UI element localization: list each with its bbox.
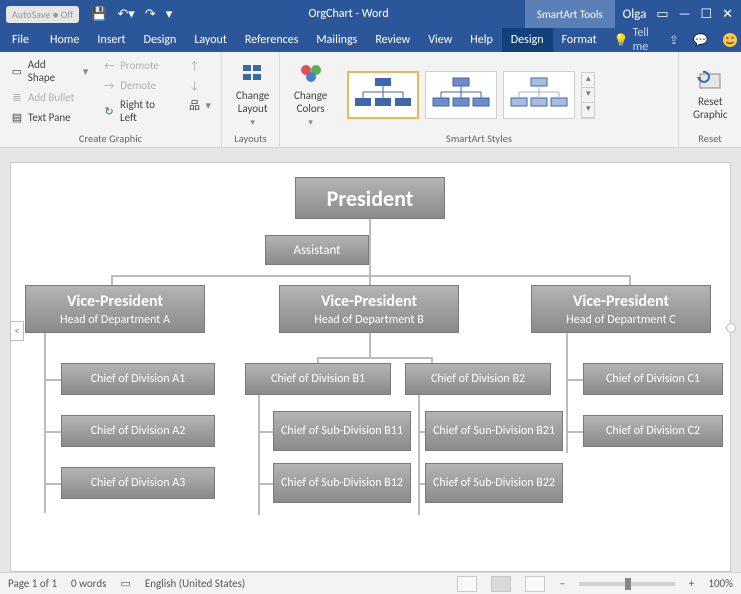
group-label-layouts: Layouts <box>230 130 271 145</box>
node-div-a3[interactable]: Chief of Division A3 <box>61 467 215 499</box>
maximize-icon[interactable]: ☐ <box>700 7 712 22</box>
smartart-tools-label: SmartArt Tools <box>525 0 615 28</box>
node-president[interactable]: President <box>295 177 445 219</box>
node-div-b2[interactable]: Chief of Division B2 <box>405 363 551 395</box>
tab-view[interactable]: View <box>419 28 461 52</box>
node-sub-b11[interactable]: Chief of Sub-Division B11 <box>273 411 411 451</box>
styles-gallery-more[interactable]: ▴▾▾ <box>581 72 595 119</box>
node-div-b1[interactable]: Chief of Division B1 <box>245 363 391 395</box>
layout-dropdown-button[interactable]: 品▾ <box>185 96 213 114</box>
group-label-reset: Reset <box>687 130 733 145</box>
right-to-left-button[interactable]: ↻Right to Left <box>100 96 175 126</box>
user-name: Olga <box>623 7 647 22</box>
minimize-icon[interactable]: — <box>679 7 691 22</box>
tab-help[interactable]: Help <box>461 28 502 52</box>
smartart-textpane-tab[interactable]: < <box>10 321 24 341</box>
node-div-c2[interactable]: Chief of Division C2 <box>583 415 723 447</box>
zoom-slider[interactable] <box>579 582 675 586</box>
tab-home[interactable]: Home <box>41 28 88 52</box>
add-shape-button[interactable]: ▭Add Shape▾ <box>8 56 90 86</box>
tab-smartart-design[interactable]: Design <box>502 28 553 52</box>
move-up-button: ↑ <box>185 56 213 74</box>
selection-handle[interactable] <box>726 323 736 333</box>
demote-button: →Demote <box>100 76 175 94</box>
tab-references[interactable]: References <box>236 28 308 52</box>
node-div-a1[interactable]: Chief of Division A1 <box>61 363 215 395</box>
change-layout-button[interactable]: Change Layout ▾ <box>230 56 275 130</box>
tab-review[interactable]: Review <box>366 28 419 52</box>
smartart-style-1[interactable] <box>347 71 419 119</box>
window-title: OrgChart - Word <box>172 7 525 21</box>
zoom-out-button[interactable]: – <box>559 577 564 590</box>
node-assistant[interactable]: Assistant <box>265 235 369 265</box>
promote-button: ←Promote <box>100 56 175 74</box>
reset-graphic-button[interactable]: Reset Graphic <box>687 56 734 130</box>
view-print-layout[interactable] <box>491 576 511 592</box>
view-web-layout[interactable] <box>525 576 545 592</box>
smartart-styles-gallery[interactable]: ▴▾▾ <box>343 67 599 119</box>
zoom-level[interactable]: 100% <box>708 577 733 590</box>
add-bullet-button: ≣Add Bullet <box>8 88 90 106</box>
zoom-in-button[interactable]: + <box>689 577 694 590</box>
node-sub-b22[interactable]: Chief of Sub-Division B22 <box>425 463 563 503</box>
view-read-mode[interactable] <box>457 576 477 592</box>
feedback-icon[interactable] <box>722 32 738 48</box>
status-language[interactable]: English (United States) <box>145 577 245 590</box>
node-sub-b12[interactable]: Chief of Sub-Division B12 <box>273 463 411 503</box>
change-colors-button[interactable]: Change Colors ▾ <box>288 57 333 130</box>
proofing-icon[interactable]: ▭ <box>120 577 130 590</box>
node-vp-b[interactable]: Vice-PresidentHead of Department B <box>279 285 459 333</box>
smartart-style-3[interactable] <box>503 71 575 119</box>
close-icon[interactable]: ✕ <box>722 7 733 22</box>
group-label-create: Create Graphic <box>8 130 213 145</box>
tab-smartart-format[interactable]: Format <box>553 28 606 52</box>
node-div-c1[interactable]: Chief of Division C1 <box>583 363 723 395</box>
comments-icon[interactable]: 💬 <box>693 33 708 48</box>
share-icon[interactable]: ⇪ <box>669 33 679 48</box>
tell-me[interactable]: 💡Tell me <box>606 28 657 52</box>
status-page[interactable]: Page 1 of 1 <box>8 577 57 590</box>
node-div-a2[interactable]: Chief of Division A2 <box>61 415 215 447</box>
redo-icon[interactable]: ↷ <box>145 7 156 22</box>
document-page[interactable]: President Assistant Vice-PresidentHead o… <box>10 162 731 572</box>
autosave-toggle[interactable]: AutoSave ● Off <box>6 6 79 23</box>
node-vp-c[interactable]: Vice-PresidentHead of Department C <box>531 285 711 333</box>
move-down-button: ↓ <box>185 76 213 94</box>
tab-design[interactable]: Design <box>135 28 186 52</box>
save-icon[interactable]: 💾 <box>91 7 107 22</box>
node-vp-a[interactable]: Vice-PresidentHead of Department A <box>25 285 205 333</box>
tab-file[interactable]: File <box>0 28 41 52</box>
ribbon-display-icon[interactable]: ▭ <box>656 7 668 22</box>
status-words[interactable]: 0 words <box>71 577 106 590</box>
group-label-styles: SmartArt Styles <box>288 130 670 145</box>
tab-layout[interactable]: Layout <box>185 28 236 52</box>
undo-icon[interactable]: ↶▾ <box>117 7 134 22</box>
tab-mailings[interactable]: Mailings <box>307 28 366 52</box>
tab-insert[interactable]: Insert <box>88 28 134 52</box>
smartart-style-2[interactable] <box>425 71 497 119</box>
text-pane-button[interactable]: ▤Text Pane <box>8 108 90 126</box>
node-sub-b21[interactable]: Chief of Sun-Division B21 <box>425 411 563 451</box>
